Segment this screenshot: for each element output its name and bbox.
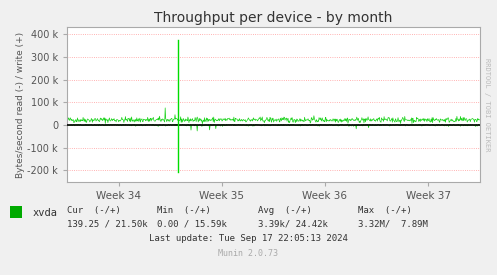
Text: Max  (-/+): Max (-/+) (358, 206, 412, 215)
Text: 3.39k/ 24.42k: 3.39k/ 24.42k (258, 220, 329, 229)
Text: 0.00 / 15.59k: 0.00 / 15.59k (157, 220, 227, 229)
Text: Min  (-/+): Min (-/+) (157, 206, 210, 215)
Text: 139.25 / 21.50k: 139.25 / 21.50k (67, 220, 148, 229)
Text: Avg  (-/+): Avg (-/+) (258, 206, 312, 215)
Text: xvda: xvda (32, 208, 57, 218)
Text: RRDTOOL / TOBI OETIKER: RRDTOOL / TOBI OETIKER (484, 58, 490, 151)
Y-axis label: Bytes/second read (-) / write (+): Bytes/second read (-) / write (+) (15, 31, 24, 178)
Title: Throughput per device - by month: Throughput per device - by month (154, 11, 393, 25)
Text: Munin 2.0.73: Munin 2.0.73 (219, 249, 278, 258)
Text: Last update: Tue Sep 17 22:05:13 2024: Last update: Tue Sep 17 22:05:13 2024 (149, 234, 348, 243)
Text: Cur  (-/+): Cur (-/+) (67, 206, 121, 215)
Text: 3.32M/  7.89M: 3.32M/ 7.89M (358, 220, 428, 229)
